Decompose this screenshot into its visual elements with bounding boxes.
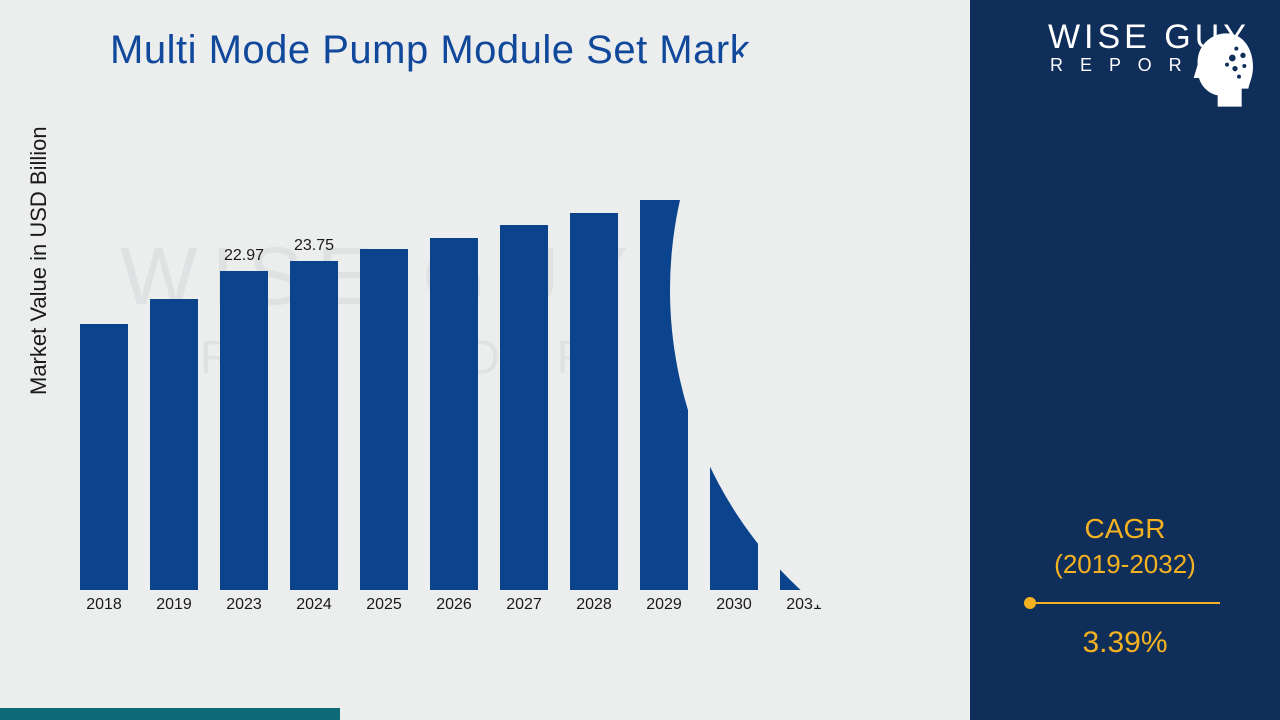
x-tick-label: 2024	[296, 596, 332, 614]
cagr-title: CAGR	[1010, 513, 1240, 545]
bar-value-label: 23.75	[294, 237, 334, 255]
bar: 22.97	[220, 271, 268, 590]
cagr-divider	[1030, 602, 1220, 604]
brand-logo: WISE GUY R E P O R T S	[1048, 20, 1250, 74]
x-tick-label: 2025	[366, 596, 402, 614]
brand-head-icon	[1188, 30, 1258, 110]
y-axis-label: Market Value in USD Billion	[26, 126, 52, 395]
x-tick-label: 2030	[716, 596, 752, 614]
chart-title: Multi Mode Pump Module Set Market	[110, 28, 785, 73]
x-tick-label: 2023	[226, 596, 262, 614]
bar: 23.75	[290, 261, 338, 590]
x-tick-label: 2028	[576, 596, 612, 614]
bar-value-label: 22.97	[224, 247, 264, 265]
bar	[570, 213, 618, 590]
x-tick-label: 2027	[506, 596, 542, 614]
x-tick-label: 2019	[156, 596, 192, 614]
bar	[80, 324, 128, 590]
bottom-accent-bar	[0, 708, 340, 720]
bar	[150, 299, 198, 590]
x-tick-label: 2029	[646, 596, 682, 614]
cagr-range: (2019-2032)	[1010, 549, 1240, 580]
x-tick-label: 2026	[436, 596, 472, 614]
bar	[500, 225, 548, 590]
bar	[430, 238, 478, 590]
bar	[360, 249, 408, 590]
x-tick-label: 2018	[86, 596, 122, 614]
cagr-block: CAGR (2019-2032) 3.39%	[1010, 513, 1240, 660]
x-axis: 2018 2019 2023 2024 2025 2026 2027 2028 2029 2030…	[80, 596, 912, 620]
chart-canvas: WISE GUY R E P O R T S Multi Mode Pump M…	[0, 0, 1280, 720]
cagr-value: 3.39%	[1010, 626, 1240, 660]
